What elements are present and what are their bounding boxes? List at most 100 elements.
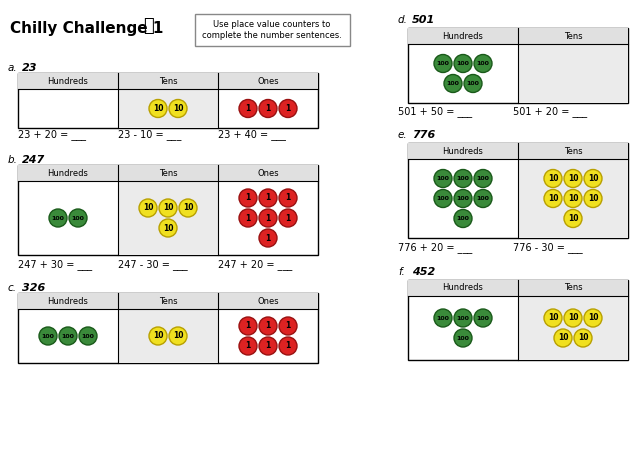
Text: 1: 1 (286, 321, 291, 330)
Bar (408, 143, 518, 159)
Text: Hundreds: Hundreds (47, 76, 88, 85)
Text: Ones: Ones (257, 297, 279, 306)
Text: 10: 10 (548, 174, 558, 183)
Circle shape (59, 327, 77, 345)
Text: 100: 100 (456, 216, 470, 221)
Text: 1: 1 (265, 104, 270, 113)
Bar (195, 14, 350, 46)
Circle shape (584, 190, 602, 208)
Text: 10: 10 (558, 334, 568, 343)
Text: 10: 10 (548, 313, 558, 322)
Text: 10: 10 (588, 313, 599, 322)
Bar (408, 143, 628, 238)
Text: a.: a. (8, 63, 18, 73)
Text: 10: 10 (163, 203, 173, 212)
Circle shape (169, 327, 187, 345)
Text: 100: 100 (466, 81, 480, 86)
Text: 10: 10 (183, 203, 193, 212)
Text: 1: 1 (265, 193, 270, 202)
Text: 100: 100 (437, 196, 449, 201)
Text: 1: 1 (245, 321, 251, 330)
Bar (118, 293, 218, 309)
Circle shape (544, 309, 562, 327)
Circle shape (239, 189, 257, 207)
Circle shape (564, 190, 582, 208)
Text: 10: 10 (153, 104, 163, 113)
Bar (408, 28, 518, 44)
Text: 10: 10 (568, 214, 578, 223)
Circle shape (454, 170, 472, 188)
Circle shape (434, 309, 452, 327)
Text: 100: 100 (456, 61, 470, 66)
Text: 100: 100 (437, 61, 449, 66)
Text: c.: c. (8, 283, 17, 293)
Circle shape (239, 100, 257, 118)
Circle shape (279, 100, 297, 118)
Circle shape (454, 309, 472, 327)
Circle shape (79, 327, 97, 345)
Text: e.: e. (398, 130, 408, 140)
Text: 776: 776 (412, 130, 435, 140)
Text: 776 - 30 = ___: 776 - 30 = ___ (513, 243, 583, 254)
Circle shape (259, 317, 277, 335)
Text: 1: 1 (265, 234, 270, 243)
Text: Tens: Tens (159, 168, 178, 177)
Text: 10: 10 (153, 331, 163, 340)
Text: 23 + 20 = ___: 23 + 20 = ___ (18, 129, 86, 140)
Circle shape (239, 209, 257, 227)
Text: 10: 10 (143, 203, 153, 212)
Text: f.: f. (398, 267, 404, 277)
Circle shape (454, 55, 472, 73)
Bar (18, 73, 318, 128)
Text: 23 + 40 = ___: 23 + 40 = ___ (218, 129, 286, 140)
Bar (518, 28, 628, 44)
Circle shape (454, 329, 472, 347)
Text: Chilly Challenge 1: Chilly Challenge 1 (10, 20, 164, 36)
Text: b.: b. (8, 155, 18, 165)
Text: Ones: Ones (257, 76, 279, 85)
Text: 10: 10 (568, 313, 578, 322)
Circle shape (434, 170, 452, 188)
Text: 247: 247 (22, 155, 46, 165)
Bar (408, 280, 518, 296)
Text: Hundreds: Hundreds (442, 146, 483, 155)
Bar (18, 165, 118, 181)
Circle shape (69, 209, 87, 227)
Text: 501 + 20 = ___: 501 + 20 = ___ (513, 107, 587, 118)
Text: 100: 100 (52, 216, 64, 220)
Circle shape (554, 329, 572, 347)
Circle shape (279, 337, 297, 355)
Circle shape (279, 317, 297, 335)
Text: 100: 100 (61, 334, 75, 338)
Text: 247 + 30 = ___: 247 + 30 = ___ (18, 260, 92, 271)
Circle shape (279, 189, 297, 207)
Bar (408, 280, 628, 360)
Circle shape (259, 209, 277, 227)
Text: 501: 501 (412, 15, 435, 25)
Text: 247 - 30 = ___: 247 - 30 = ___ (118, 260, 188, 271)
Text: Tens: Tens (564, 146, 582, 155)
Circle shape (544, 170, 562, 188)
Circle shape (464, 74, 482, 92)
Text: 🌶: 🌶 (143, 17, 154, 35)
Circle shape (434, 190, 452, 208)
Bar (118, 309, 218, 363)
Text: 10: 10 (568, 194, 578, 203)
Circle shape (139, 199, 157, 217)
Text: 100: 100 (456, 316, 470, 320)
Text: 100: 100 (71, 216, 85, 220)
Circle shape (159, 199, 177, 217)
Circle shape (159, 219, 177, 237)
Bar (518, 44, 628, 103)
Circle shape (434, 55, 452, 73)
Text: 100: 100 (456, 176, 470, 181)
Bar (18, 293, 318, 363)
Circle shape (279, 209, 297, 227)
Circle shape (444, 74, 462, 92)
Circle shape (169, 100, 187, 118)
Circle shape (149, 327, 167, 345)
Text: Use place value counters to
complete the number sentences.: Use place value counters to complete the… (202, 20, 342, 40)
Text: 10: 10 (548, 194, 558, 203)
Circle shape (179, 199, 197, 217)
Text: 100: 100 (82, 334, 94, 338)
